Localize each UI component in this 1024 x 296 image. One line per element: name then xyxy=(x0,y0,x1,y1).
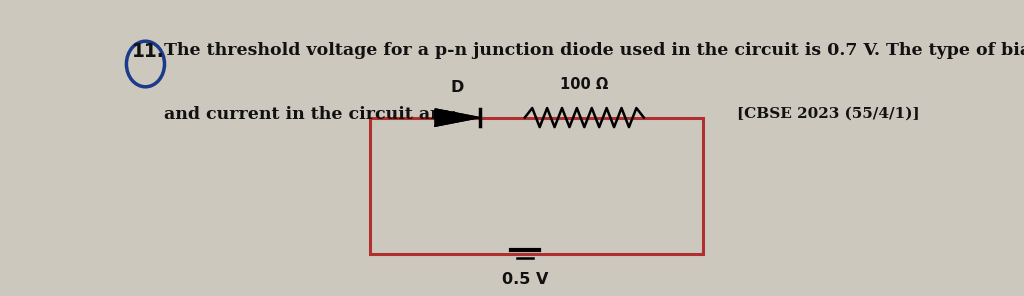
Text: 11.: 11. xyxy=(132,42,165,61)
Text: 0.5 V: 0.5 V xyxy=(502,272,548,287)
Text: D: D xyxy=(451,80,464,95)
Text: 100 Ω: 100 Ω xyxy=(560,77,608,92)
Polygon shape xyxy=(435,109,479,126)
Bar xyxy=(370,118,703,254)
Text: The threshold voltage for a p-n junction diode used in the circuit is 0.7 V. The: The threshold voltage for a p-n junction… xyxy=(164,42,1024,59)
Text: and current in the circuit are:: and current in the circuit are: xyxy=(164,106,457,123)
Text: [CBSE 2023 (55/4/1)]: [CBSE 2023 (55/4/1)] xyxy=(737,106,920,120)
